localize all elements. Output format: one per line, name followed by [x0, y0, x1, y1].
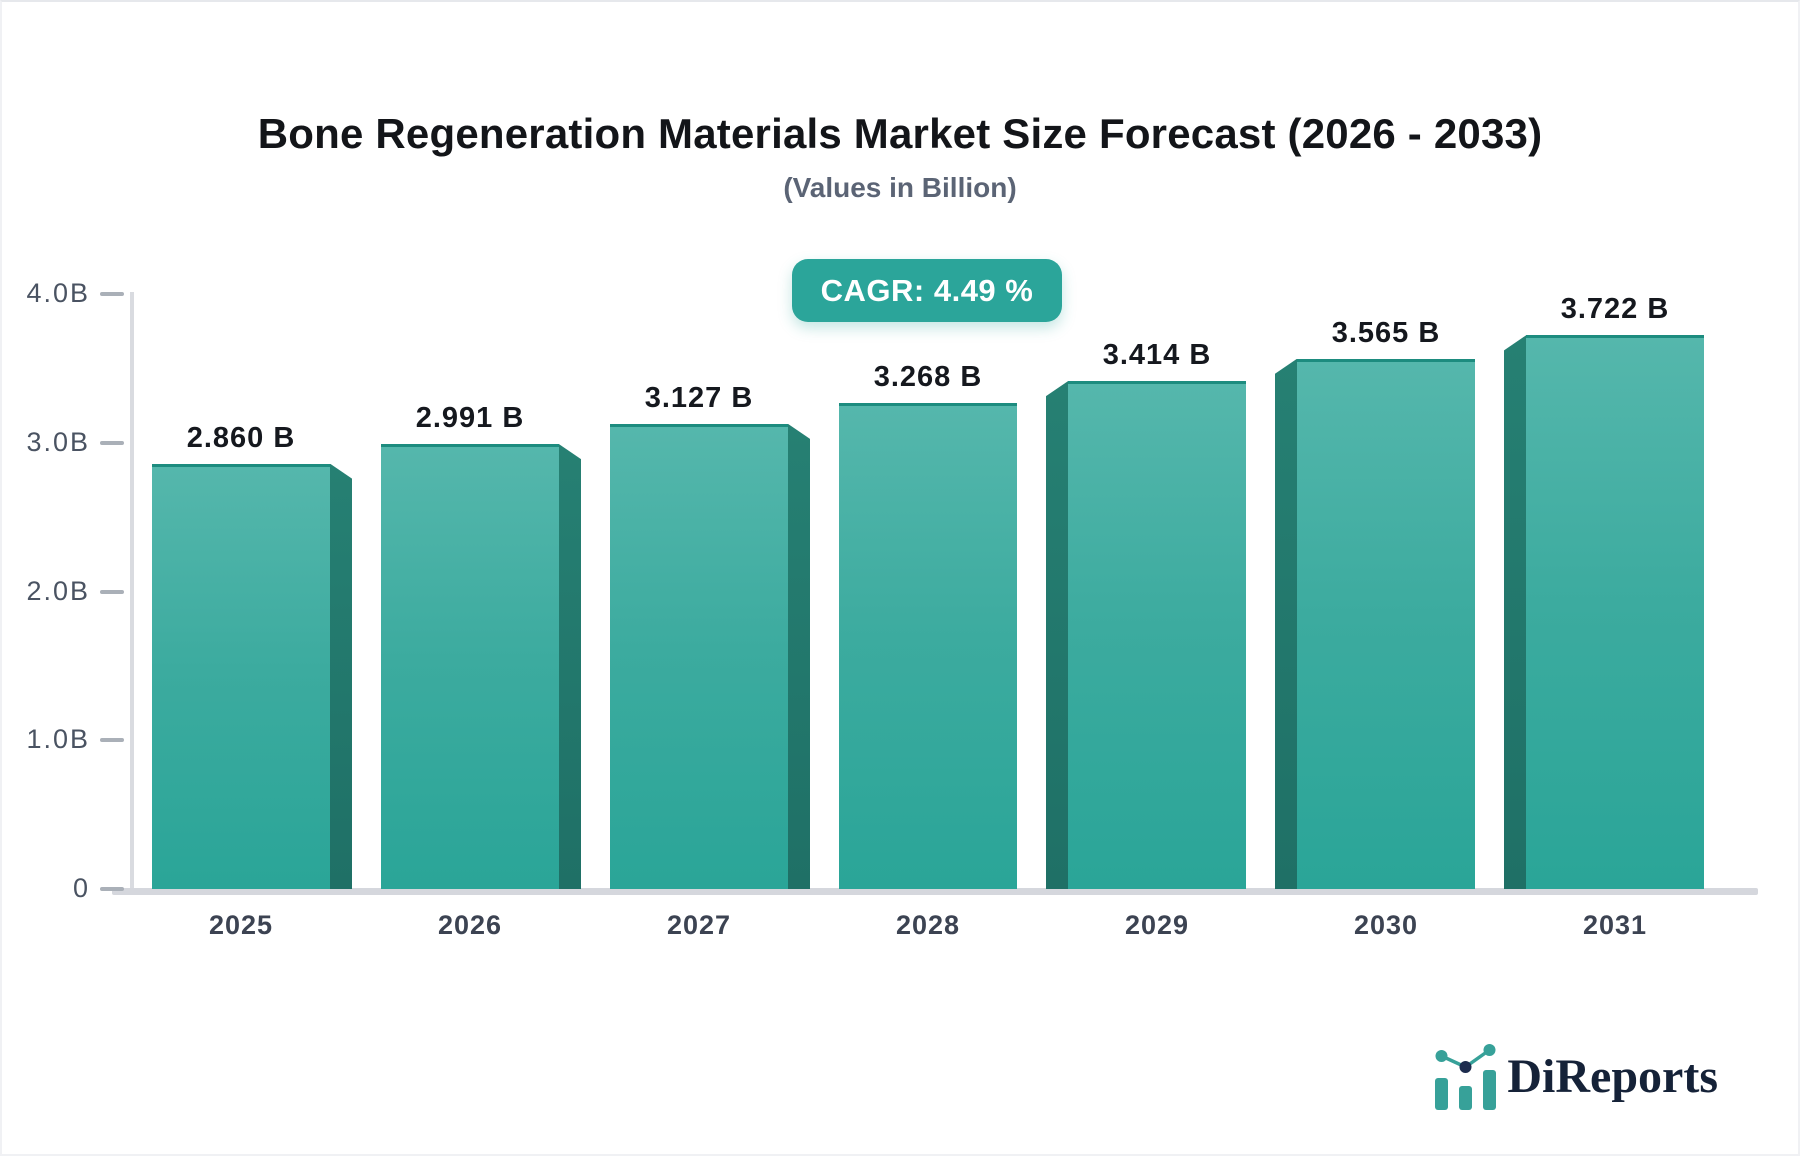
bar-side-shade: [1504, 335, 1526, 889]
bar-2030: [1297, 358, 1475, 889]
bar-value-label: 3.722 B: [1560, 293, 1670, 326]
chart-subtitle: (Values in Billion): [783, 172, 1017, 203]
y-axis-line: [130, 292, 134, 895]
y-tick-dash: [100, 440, 124, 445]
bar-value-label: 2.860 B: [186, 421, 296, 454]
bar-side-shade: [559, 444, 581, 889]
y-tick-label: 2.0B: [26, 575, 90, 606]
x-tick-label-2028: 2028: [895, 910, 961, 940]
bar-value-label: 3.268 B: [873, 360, 983, 393]
y-tick-label: 0: [72, 873, 90, 903]
bar-side-shade: [1275, 358, 1297, 889]
bar-2031: [1526, 335, 1704, 889]
y-tick-dash: [100, 292, 124, 296]
y-tick-dash: [100, 738, 124, 743]
bar-2028: [839, 402, 1017, 889]
bar-2027: [610, 423, 788, 889]
bar-value-label: 3.127 B: [644, 381, 754, 414]
y-tick-label: 1.0B: [26, 724, 90, 755]
direports-logo: DiReports: [1433, 1040, 1718, 1112]
bar-2026: [381, 444, 559, 889]
cagr-badge-label: CAGR: 4.49 %: [820, 272, 1034, 308]
bar-2025: [152, 463, 330, 889]
x-tick-label-2029: 2029: [1124, 910, 1190, 940]
chart-title: Bone Regeneration Materials Market Size …: [257, 110, 1543, 157]
y-tick-dash: [100, 589, 124, 594]
y-tick-label: 3.0B: [26, 426, 90, 457]
bar-value-label: 3.565 B: [1331, 316, 1441, 349]
x-tick-label-2027: 2027: [666, 910, 732, 940]
x-tick-label-2031: 2031: [1582, 910, 1648, 940]
bar-value-label: 2.991 B: [415, 402, 525, 435]
x-tick-label-2030: 2030: [1353, 910, 1419, 940]
x-axis-baseline: [112, 888, 1758, 895]
bar-side-shade: [788, 423, 810, 889]
bar-2029: [1068, 381, 1246, 889]
x-tick-label-2026: 2026: [437, 910, 503, 940]
x-tick-label-2025: 2025: [208, 910, 274, 940]
cagr-badge: CAGR: 4.49 %: [792, 259, 1062, 322]
bar-side-shade: [1046, 381, 1068, 889]
logo-wordmark: DiReports: [1507, 1049, 1718, 1103]
bar-chart-trend-icon: [1435, 1044, 1497, 1110]
bar-side-shade: [330, 463, 352, 889]
bar-value-label: 3.414 B: [1102, 339, 1212, 372]
y-tick-label: 4.0B: [26, 278, 90, 308]
y-tick-dash: [100, 887, 124, 891]
